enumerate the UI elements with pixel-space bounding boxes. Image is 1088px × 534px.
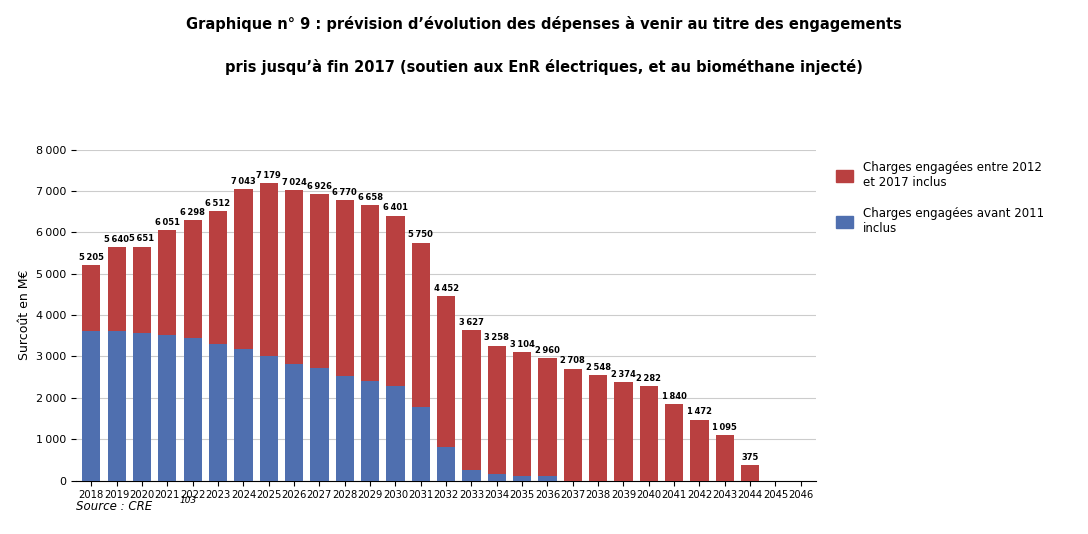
Bar <box>741 465 759 481</box>
Bar <box>335 200 354 376</box>
Bar <box>512 476 531 481</box>
Text: 6 401: 6 401 <box>383 203 408 213</box>
Bar <box>108 247 126 331</box>
Bar <box>184 220 202 338</box>
Y-axis label: Surcoût en M€: Surcoût en M€ <box>17 270 30 360</box>
Text: 2 282: 2 282 <box>636 374 662 383</box>
Bar <box>487 474 506 481</box>
Text: 3 627: 3 627 <box>459 318 484 327</box>
Text: 2 548: 2 548 <box>585 363 610 372</box>
Text: 3 258: 3 258 <box>484 333 509 342</box>
Text: 5 640: 5 640 <box>104 235 129 244</box>
Text: 3 104: 3 104 <box>509 340 534 349</box>
Bar <box>411 406 430 481</box>
Bar <box>234 349 252 481</box>
Bar <box>285 364 304 481</box>
Text: 2 374: 2 374 <box>611 370 635 379</box>
Bar <box>184 338 202 481</box>
Bar <box>539 476 557 481</box>
Bar <box>437 446 455 481</box>
Text: 2 960: 2 960 <box>535 346 560 355</box>
Text: 6 658: 6 658 <box>358 193 383 202</box>
Text: Graphique n° 9 : prévision d’évolution des dépenses à venir au titre des engagem: Graphique n° 9 : prévision d’évolution d… <box>186 16 902 32</box>
Bar <box>487 346 506 474</box>
Bar <box>209 211 227 344</box>
Text: 7 179: 7 179 <box>257 171 281 180</box>
Text: 103: 103 <box>180 496 197 505</box>
Bar <box>158 335 176 481</box>
Bar <box>690 420 708 481</box>
Text: 5 205: 5 205 <box>78 253 103 262</box>
Text: 375: 375 <box>741 453 758 462</box>
Bar <box>665 404 683 481</box>
Bar <box>716 435 734 481</box>
Text: 5 750: 5 750 <box>408 230 433 239</box>
Bar <box>234 189 252 349</box>
Text: 6 770: 6 770 <box>332 188 357 197</box>
Text: 6 512: 6 512 <box>206 199 231 208</box>
Bar <box>83 331 100 481</box>
Bar <box>285 190 304 364</box>
Bar <box>539 358 557 476</box>
Text: pris jusqu’à fin 2017 (soutien aux EnR électriques, et au biométhane injecté): pris jusqu’à fin 2017 (soutien aux EnR é… <box>225 59 863 75</box>
Bar <box>361 205 380 381</box>
Bar <box>335 376 354 481</box>
Bar <box>260 184 277 357</box>
Bar <box>462 470 481 481</box>
Bar <box>361 381 380 481</box>
Text: 6 298: 6 298 <box>181 208 206 217</box>
Bar <box>512 352 531 476</box>
Text: 6 926: 6 926 <box>307 182 332 191</box>
Bar <box>589 375 607 481</box>
Bar <box>133 333 151 481</box>
Bar <box>437 296 455 446</box>
Bar <box>260 357 277 481</box>
Text: 7 043: 7 043 <box>231 177 256 186</box>
Bar <box>386 216 405 386</box>
Bar <box>564 368 582 481</box>
Bar <box>108 331 126 481</box>
Text: 1 472: 1 472 <box>687 407 712 417</box>
Text: 6 051: 6 051 <box>154 218 180 227</box>
Text: Source : CRE: Source : CRE <box>76 500 152 513</box>
Text: 1 840: 1 840 <box>662 392 687 401</box>
Bar <box>462 331 481 470</box>
Legend: Charges engagées entre 2012
et 2017 inclus, Charges engagées avant 2011
inclus: Charges engagées entre 2012 et 2017 incl… <box>831 156 1049 239</box>
Bar <box>133 247 151 333</box>
Bar <box>83 265 100 331</box>
Bar <box>386 386 405 481</box>
Bar <box>209 344 227 481</box>
Text: 5 651: 5 651 <box>129 234 154 244</box>
Bar <box>640 386 658 481</box>
Bar <box>158 230 176 335</box>
Bar <box>411 242 430 406</box>
Text: 7 024: 7 024 <box>282 178 307 186</box>
Bar <box>310 368 329 481</box>
Text: 4 452: 4 452 <box>433 284 459 293</box>
Bar <box>615 382 632 481</box>
Bar <box>310 194 329 368</box>
Text: 2 708: 2 708 <box>560 356 585 365</box>
Text: 1 095: 1 095 <box>713 423 738 432</box>
